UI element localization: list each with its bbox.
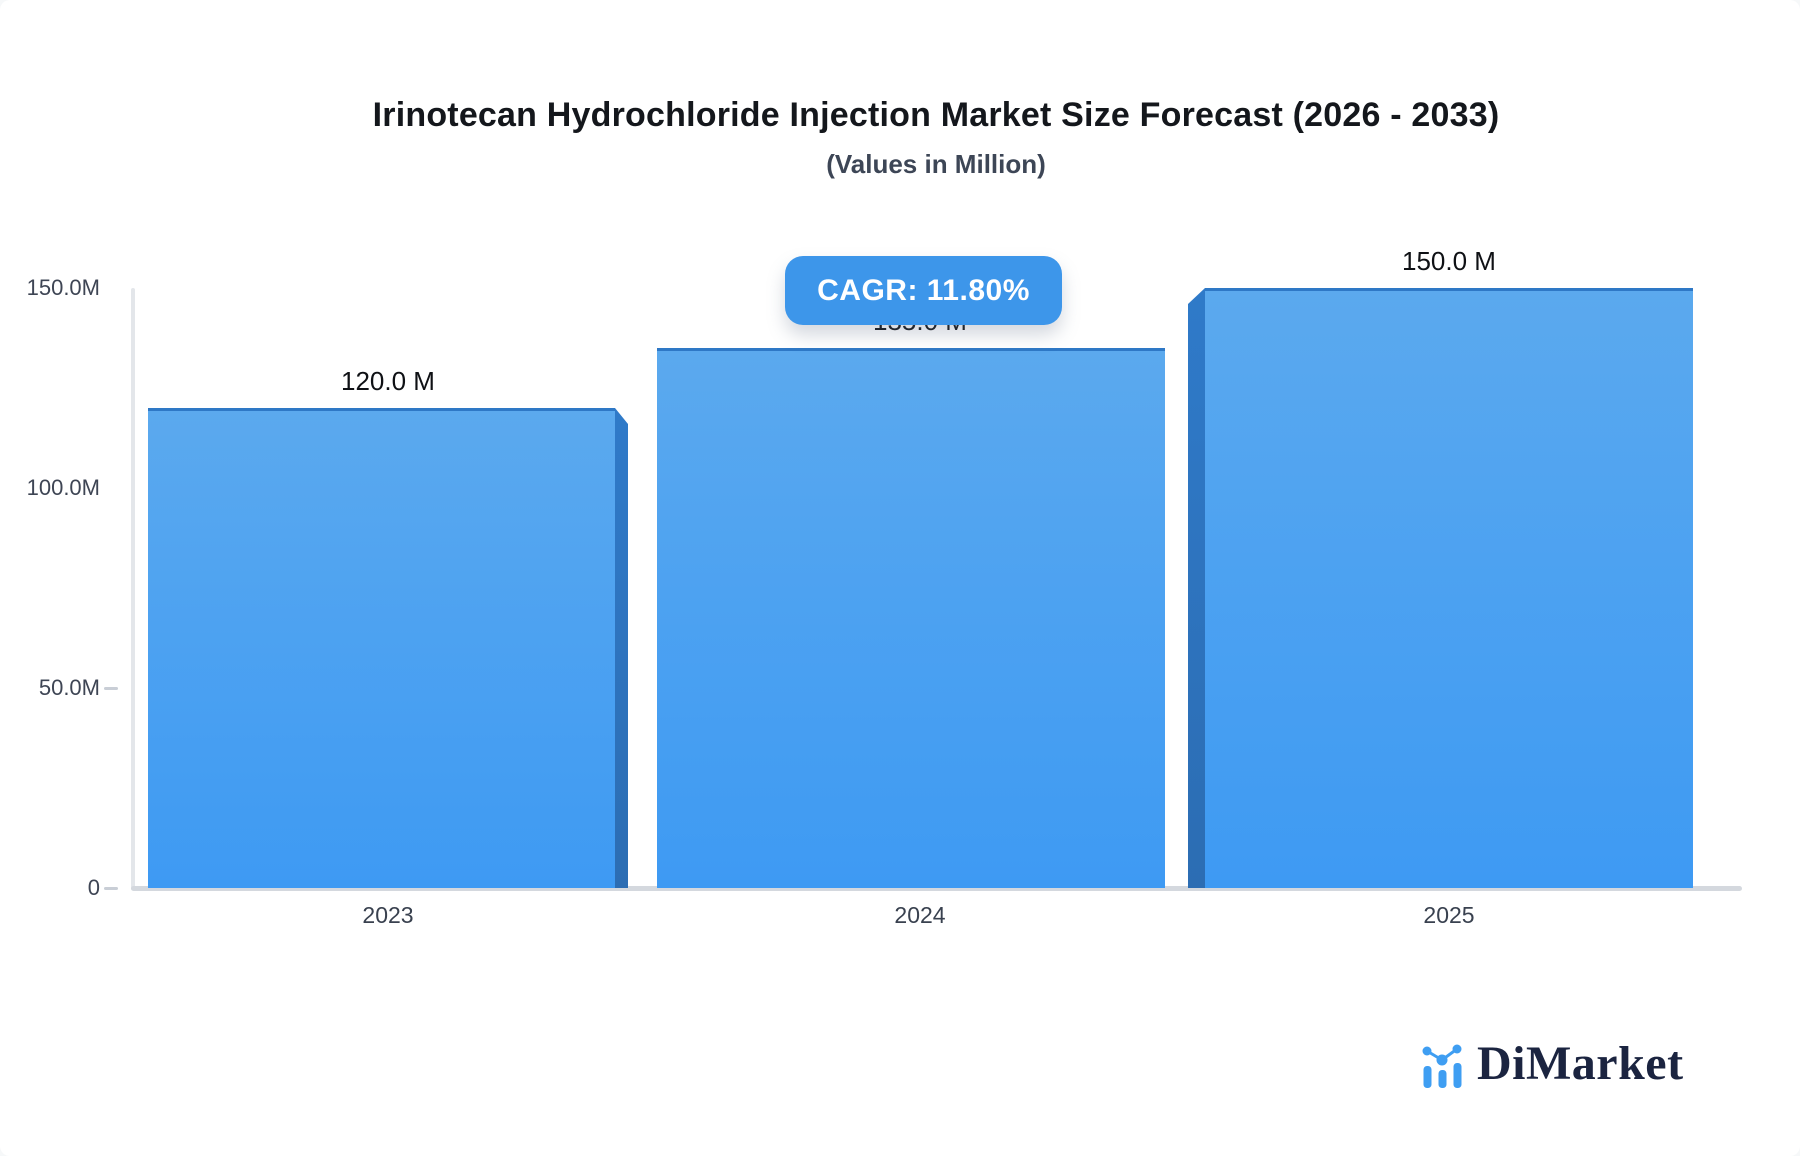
y-axis-line [131, 288, 135, 890]
x-axis-baseline [131, 886, 1742, 891]
bar-2024[interactable] [657, 348, 1165, 888]
x-axis-label-2023: 2023 [362, 902, 414, 928]
cagr-badge: CAGR: 11.80% [785, 256, 1062, 325]
y-axis-tick-label: 0 [87, 875, 100, 900]
x-axis-label-2025: 2025 [1423, 902, 1475, 928]
y-axis-tick-label: 100.0M [26, 475, 100, 500]
bar-value-label-2023: 120.0 M [341, 366, 435, 396]
y-axis-tick-mark [104, 887, 118, 890]
bar-2023[interactable] [148, 408, 615, 888]
bar-2023-side-face [615, 408, 628, 888]
y-axis-tick-label: 150.0M [26, 275, 100, 300]
brand-logo: DiMarket [1420, 1040, 1684, 1088]
bar-chart-logo-icon [1422, 1044, 1462, 1088]
x-axis-label-2024: 2024 [894, 902, 946, 928]
chart-title: Irinotecan Hydrochloride Injection Marke… [372, 96, 1500, 134]
bar-value-label-2025: 150.0 M [1402, 246, 1496, 276]
bar-2025-side-face [1188, 288, 1205, 888]
bar-2025[interactable] [1205, 288, 1693, 888]
brand-name: DiMarket [1477, 1037, 1684, 1090]
y-axis-tick-mark [104, 687, 118, 690]
cagr-badge-label: CAGR: 11.80% [817, 273, 1030, 307]
chart-subtitle: (Values in Million) [826, 149, 1046, 179]
y-axis-tick-label: 50.0M [38, 675, 100, 700]
